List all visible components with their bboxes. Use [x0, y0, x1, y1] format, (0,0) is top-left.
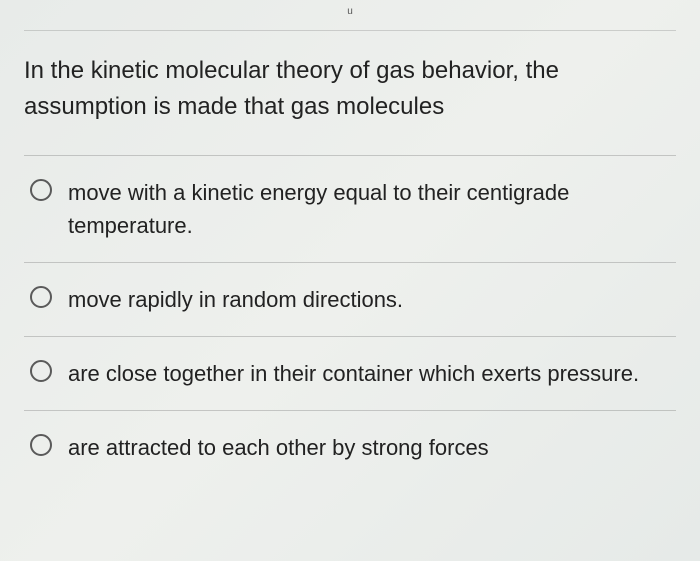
options-list: move with a kinetic energy equal to thei…	[24, 155, 676, 484]
option-row[interactable]: are attracted to each other by strong fo…	[24, 410, 676, 484]
option-row[interactable]: move with a kinetic energy equal to thei…	[24, 155, 676, 262]
option-label: move rapidly in random directions.	[68, 283, 403, 316]
question-stem: In the kinetic molecular theory of gas b…	[24, 30, 676, 155]
radio-icon[interactable]	[30, 286, 52, 308]
page-marker: u	[347, 6, 353, 17]
option-label: move with a kinetic energy equal to thei…	[68, 176, 676, 242]
option-label: are attracted to each other by strong fo…	[68, 431, 489, 464]
option-row[interactable]: are close together in their container wh…	[24, 336, 676, 410]
option-label: are close together in their container wh…	[68, 357, 639, 390]
radio-icon[interactable]	[30, 434, 52, 456]
radio-icon[interactable]	[30, 360, 52, 382]
radio-icon[interactable]	[30, 179, 52, 201]
option-row[interactable]: move rapidly in random directions.	[24, 262, 676, 336]
